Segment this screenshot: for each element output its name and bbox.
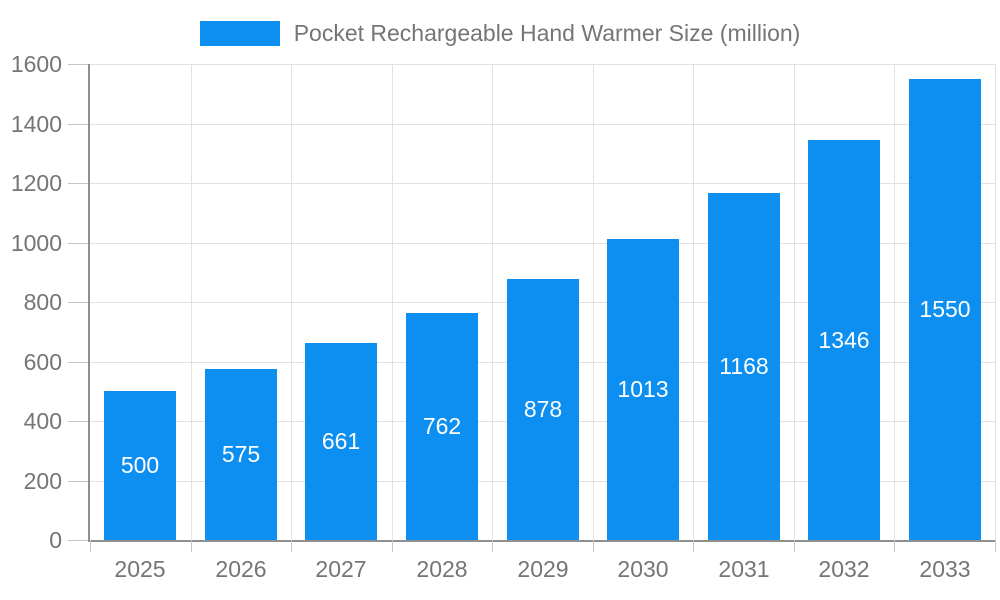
x-axis-tick bbox=[693, 540, 694, 552]
y-axis-label: 1400 bbox=[10, 111, 62, 137]
gridline-vertical bbox=[894, 64, 895, 540]
x-axis-tick bbox=[492, 540, 493, 552]
y-axis-tick bbox=[68, 362, 88, 363]
x-axis-tick bbox=[392, 540, 393, 552]
y-axis-label: 800 bbox=[23, 289, 62, 315]
gridline-horizontal bbox=[90, 64, 995, 65]
bar-value-label: 500 bbox=[120, 452, 160, 478]
bar-2030[interactable]: 1013 bbox=[607, 239, 679, 540]
bar-value-label: 1013 bbox=[617, 376, 669, 402]
bar-value-label: 762 bbox=[422, 413, 462, 439]
y-axis-label: 0 bbox=[49, 527, 62, 553]
bar-value-label: 1346 bbox=[818, 326, 870, 353]
y-axis-tick bbox=[68, 421, 88, 422]
gridline-vertical bbox=[291, 64, 292, 540]
gridline-horizontal bbox=[90, 124, 995, 125]
x-axis-tick bbox=[894, 540, 895, 552]
bar-2029[interactable]: 878 bbox=[507, 279, 579, 540]
plot-area: 0 200 400 600 800 1000 1200 1400 1600 500 2025 575 2… bbox=[11, 51, 996, 582]
x-axis-tick bbox=[191, 540, 192, 552]
x-axis-label: 2030 bbox=[617, 556, 669, 582]
y-axis-tick bbox=[68, 481, 88, 482]
x-axis-label: 2029 bbox=[517, 556, 569, 582]
y-axis-tick bbox=[68, 64, 88, 65]
y-axis-tick bbox=[68, 302, 88, 303]
x-axis-label: 2025 bbox=[114, 556, 166, 582]
x-axis-label: 2033 bbox=[919, 556, 971, 582]
gridline-vertical bbox=[693, 64, 694, 540]
x-axis-label: 2027 bbox=[315, 556, 367, 582]
legend-swatch-icon bbox=[199, 20, 280, 46]
legend[interactable]: Pocket Rechargeable Hand Warmer Size (mi… bbox=[0, 14, 1000, 52]
bar-value-label: 575 bbox=[221, 441, 261, 467]
x-axis-tick bbox=[90, 540, 91, 552]
y-axis-label: 400 bbox=[23, 408, 62, 434]
y-axis-tick bbox=[68, 183, 88, 184]
x-axis-tick bbox=[794, 540, 795, 552]
bar-2027[interactable]: 661 bbox=[305, 343, 377, 540]
gridline-vertical bbox=[794, 64, 795, 540]
bar-2033[interactable]: 1550 bbox=[909, 79, 981, 540]
x-axis-label: 2032 bbox=[818, 556, 870, 582]
gridline-vertical bbox=[593, 64, 594, 540]
x-axis-label: 2031 bbox=[718, 556, 770, 582]
gridline-vertical bbox=[492, 64, 493, 540]
x-axis-label: 2028 bbox=[416, 556, 468, 582]
gridline-vertical bbox=[191, 64, 192, 540]
bar-value-label: 1168 bbox=[719, 353, 769, 379]
gridline-horizontal bbox=[90, 183, 995, 184]
y-axis-label: 200 bbox=[23, 468, 62, 494]
y-axis-label: 1200 bbox=[10, 170, 62, 196]
gridline-horizontal bbox=[90, 243, 995, 244]
bar-2032[interactable]: 1346 bbox=[808, 140, 880, 540]
gridline-vertical bbox=[392, 64, 393, 540]
x-axis-tick bbox=[291, 540, 292, 552]
bar-2028[interactable]: 762 bbox=[406, 313, 478, 540]
x-axis-tick bbox=[593, 540, 594, 552]
y-axis-label: 1000 bbox=[10, 230, 62, 256]
x-axis-tick bbox=[995, 540, 996, 552]
gridline-vertical bbox=[995, 64, 996, 540]
y-axis-tick bbox=[68, 124, 88, 125]
y-axis-tick bbox=[68, 540, 88, 541]
x-axis-label: 2026 bbox=[215, 556, 267, 582]
bar-value-label: 661 bbox=[321, 428, 361, 454]
bar-value-label: 1550 bbox=[919, 296, 971, 322]
y-axis-label: 1600 bbox=[10, 51, 62, 77]
y-axis-label: 600 bbox=[23, 349, 62, 375]
legend-label: Pocket Rechargeable Hand Warmer Size (mi… bbox=[293, 19, 801, 46]
y-axis-tick bbox=[68, 243, 88, 244]
bar-2025[interactable]: 500 bbox=[104, 391, 176, 540]
bar-2026[interactable]: 575 bbox=[205, 369, 277, 540]
bar-value-label: 878 bbox=[523, 396, 563, 422]
bar-2031[interactable]: 1168 bbox=[708, 193, 780, 540]
